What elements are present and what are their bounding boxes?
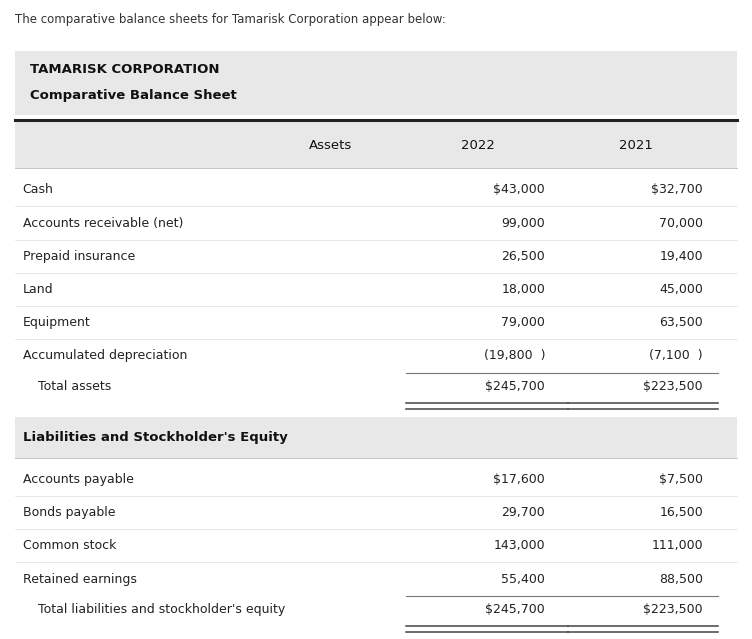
Text: $43,000: $43,000 [493, 183, 545, 196]
Text: Equipment: Equipment [23, 316, 90, 329]
Text: Assets: Assets [309, 139, 353, 151]
Text: $223,500: $223,500 [644, 603, 703, 617]
FancyBboxPatch shape [15, 417, 737, 458]
Text: $7,500: $7,500 [659, 473, 703, 486]
Text: $17,600: $17,600 [493, 473, 545, 486]
Text: 18,000: 18,000 [502, 283, 545, 296]
Text: (7,100  ): (7,100 ) [650, 350, 703, 362]
Text: 2022: 2022 [460, 139, 495, 151]
Text: Accumulated depreciation: Accumulated depreciation [23, 350, 187, 362]
Text: Total liabilities and stockholder's equity: Total liabilities and stockholder's equi… [38, 603, 285, 617]
FancyBboxPatch shape [15, 122, 737, 168]
Text: (19,800  ): (19,800 ) [484, 350, 545, 362]
Text: 63,500: 63,500 [660, 316, 703, 329]
Text: The comparative balance sheets for Tamarisk Corporation appear below:: The comparative balance sheets for Tamar… [15, 13, 446, 26]
Text: Comparative Balance Sheet: Comparative Balance Sheet [30, 89, 237, 102]
Text: 143,000: 143,000 [493, 539, 545, 552]
Text: Common stock: Common stock [23, 539, 116, 552]
Text: $245,700: $245,700 [486, 380, 545, 394]
Text: Retained earnings: Retained earnings [23, 573, 136, 585]
Text: 2021: 2021 [618, 139, 653, 151]
Text: Liabilities and Stockholder's Equity: Liabilities and Stockholder's Equity [23, 431, 287, 444]
Text: $245,700: $245,700 [486, 603, 545, 617]
Text: $223,500: $223,500 [644, 380, 703, 394]
Text: Accounts receivable (net): Accounts receivable (net) [23, 217, 183, 229]
Text: Prepaid insurance: Prepaid insurance [23, 250, 135, 263]
Text: 88,500: 88,500 [659, 573, 703, 585]
Text: TAMARISK CORPORATION: TAMARISK CORPORATION [30, 63, 220, 75]
Text: $32,700: $32,700 [651, 183, 703, 196]
Text: 26,500: 26,500 [502, 250, 545, 263]
FancyBboxPatch shape [15, 51, 737, 115]
Text: 16,500: 16,500 [660, 506, 703, 519]
Text: 111,000: 111,000 [651, 539, 703, 552]
Text: Accounts payable: Accounts payable [23, 473, 133, 486]
Text: 70,000: 70,000 [659, 217, 703, 229]
Text: 29,700: 29,700 [502, 506, 545, 519]
Text: Cash: Cash [23, 183, 53, 196]
Text: 55,400: 55,400 [502, 573, 545, 585]
Text: 79,000: 79,000 [502, 316, 545, 329]
Text: 99,000: 99,000 [502, 217, 545, 229]
Text: Land: Land [23, 283, 53, 296]
Text: Total assets: Total assets [38, 380, 111, 394]
Text: 45,000: 45,000 [660, 283, 703, 296]
Text: Bonds payable: Bonds payable [23, 506, 115, 519]
Text: 19,400: 19,400 [660, 250, 703, 263]
